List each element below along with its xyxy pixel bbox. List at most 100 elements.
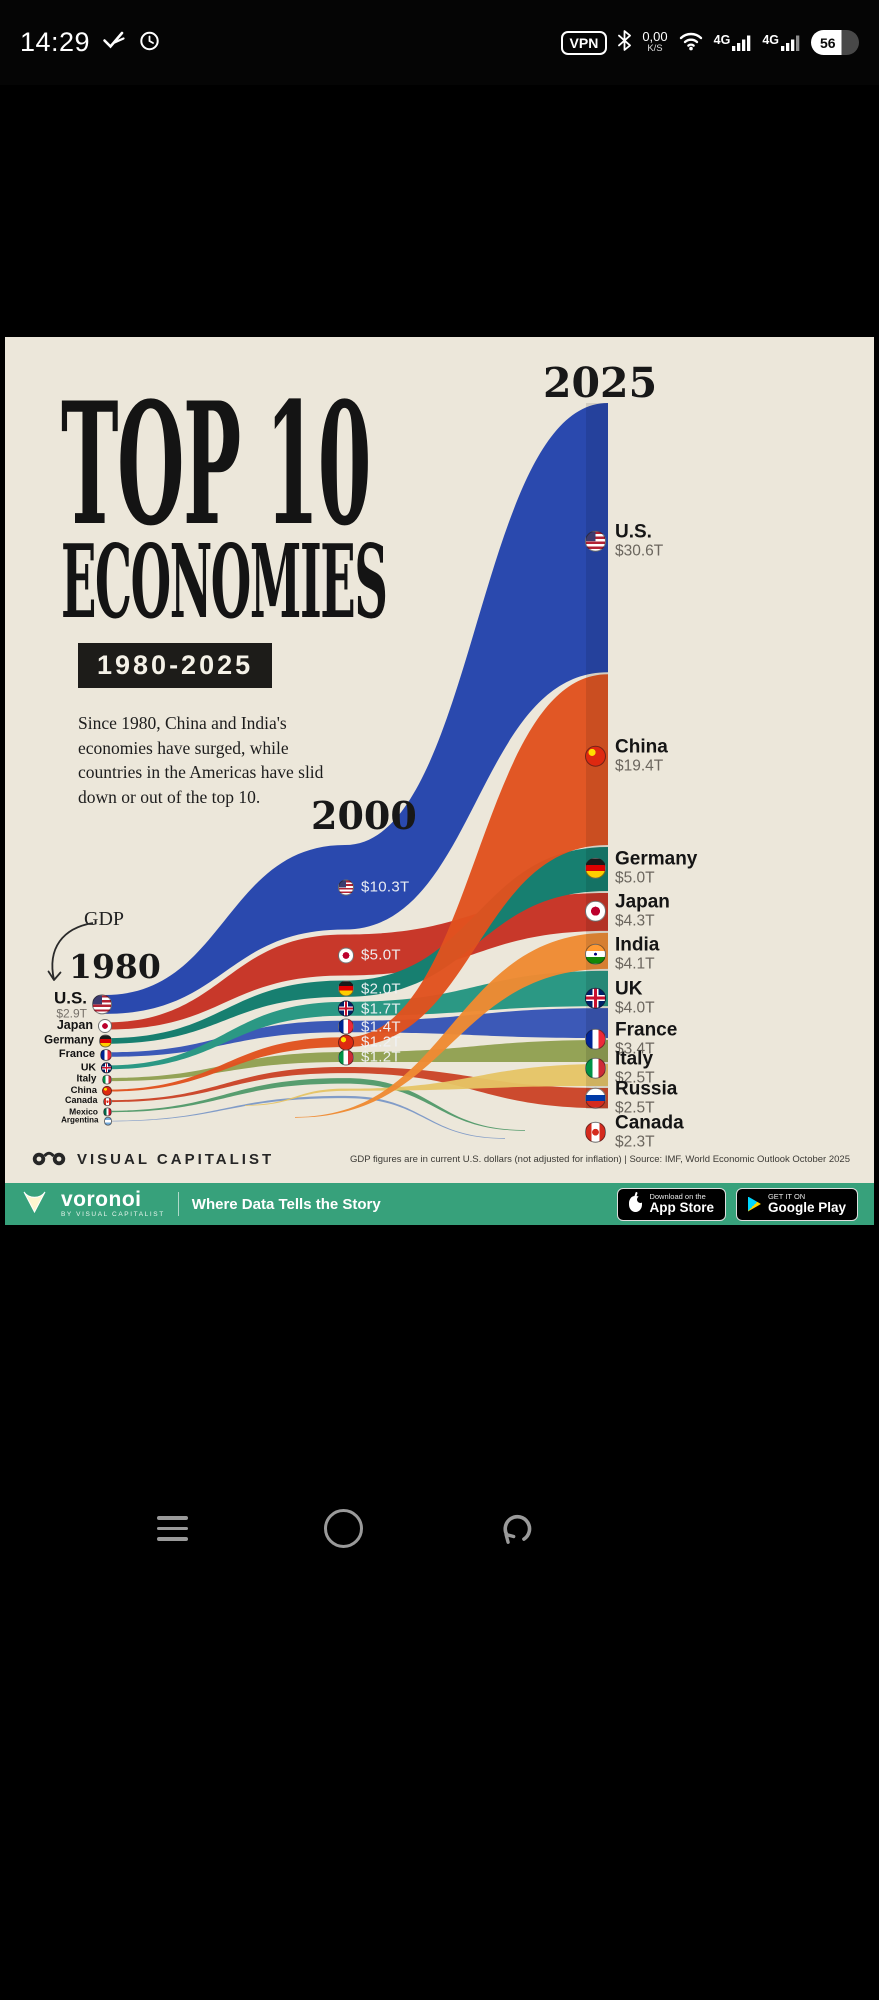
network-speed-value: 0,00 bbox=[642, 29, 668, 45]
battery-level: 56 bbox=[820, 34, 836, 51]
axis-1980-label-uk: UK bbox=[5, 1060, 112, 1074]
gdp-axis-label: GDP bbox=[84, 908, 125, 930]
google-play-badge[interactable]: GET IT ON Google Play bbox=[735, 1187, 858, 1221]
axis-year-2000: 2000 bbox=[311, 793, 417, 838]
ribbon-in bbox=[295, 932, 608, 1118]
flag-ca-icon bbox=[585, 1121, 606, 1143]
flag-in-icon bbox=[585, 943, 606, 965]
axis-2000-label-jp: $5.0T bbox=[338, 947, 401, 964]
network-speed-unit: K/S bbox=[647, 43, 663, 55]
app-store-line2: App Store bbox=[649, 1199, 714, 1215]
ribbon-mx bbox=[105, 1078, 525, 1131]
axis-2000-label-fr: $1.4T bbox=[338, 1018, 401, 1035]
ribbon-us bbox=[105, 403, 608, 1014]
ribbon-it bbox=[105, 1040, 608, 1082]
flag-fr-icon bbox=[585, 1028, 606, 1050]
gdp-value: $1.2T bbox=[361, 1033, 401, 1051]
gdp-value: $2.3T bbox=[615, 1133, 655, 1151]
flag-de-icon bbox=[585, 857, 606, 879]
country-name: Russia bbox=[615, 1078, 678, 1100]
gdp-value: $10.3T bbox=[361, 878, 410, 896]
flag-jp-icon bbox=[98, 1019, 112, 1034]
gdp-value: $30.6T bbox=[615, 542, 664, 560]
country-name: France bbox=[615, 1019, 678, 1041]
axis-1980-label-ca: Canada bbox=[5, 1095, 112, 1107]
wifi-icon bbox=[678, 30, 704, 56]
nav-home-button[interactable] bbox=[324, 1509, 363, 1548]
promo-tagline: Where Data Tells the Story bbox=[191, 1195, 381, 1213]
country-name: Canada bbox=[64, 1095, 98, 1106]
country-name: Germany bbox=[44, 1034, 94, 1047]
country-name: UK bbox=[615, 978, 643, 1000]
country-name: France bbox=[58, 1047, 95, 1060]
flag-cn-icon bbox=[585, 745, 606, 767]
axis-2025-label-ru: Russia $2.5T bbox=[585, 1079, 835, 1118]
cellular-signal-2: 4G bbox=[762, 33, 801, 51]
country-name: Japan bbox=[56, 1018, 93, 1033]
flag-it-icon bbox=[338, 1049, 354, 1065]
nav-menu-button[interactable] bbox=[157, 1516, 188, 1541]
flag-de-icon bbox=[338, 980, 354, 997]
nav-back-button[interactable] bbox=[497, 1509, 535, 1552]
axis-1980-label-cn: China bbox=[5, 1085, 112, 1096]
intro-text: Since 1980, China and India's economies … bbox=[78, 713, 324, 807]
flag-mx-icon bbox=[103, 1107, 112, 1117]
axis-year-2025: 2025 bbox=[543, 359, 658, 407]
country-name: U.S. bbox=[53, 987, 87, 1007]
gdp-value: $2.9T bbox=[56, 1006, 87, 1021]
country-name: UK bbox=[80, 1060, 96, 1073]
axis-2025-label-us: U.S. $30.6T bbox=[585, 522, 835, 561]
ribbon-cn bbox=[105, 674, 608, 1092]
period-badge: 1980-2025 bbox=[78, 643, 273, 688]
top10-economies-infographic: 2025 2000 1980 TOP 10 ECONOMIES 1980-202… bbox=[5, 337, 874, 1183]
flag-jp-icon bbox=[585, 900, 606, 922]
axis-1980-label-jp: Japan bbox=[5, 1018, 112, 1034]
voronoi-logo-icon bbox=[21, 1188, 48, 1220]
gdp-value: $2.5T bbox=[615, 1069, 655, 1087]
country-name: Argentina bbox=[61, 1116, 99, 1126]
apple-logo-icon bbox=[629, 1196, 643, 1212]
clock-time: 14:29 bbox=[20, 27, 91, 57]
gdp-value: $5.0T bbox=[361, 946, 401, 964]
app-store-badge[interactable]: Download on the App Store bbox=[617, 1187, 726, 1221]
axis-2000-label-uk: $1.7T bbox=[338, 1000, 401, 1017]
flag-us-icon bbox=[585, 530, 606, 552]
google-play-line1: GET IT ON bbox=[767, 1191, 806, 1201]
axis-1980-label-de: Germany bbox=[5, 1034, 112, 1048]
source-note: GDP figures are in current U.S. dollars … bbox=[349, 1153, 850, 1165]
gdp-value: $4.3T bbox=[615, 912, 655, 930]
ribbon-de bbox=[105, 847, 608, 1044]
gdp-value: $4.1T bbox=[615, 955, 655, 973]
status-bar: 14:29 VPN 0,00 K/S 4G 4G 56 bbox=[0, 0, 879, 85]
flag-de-icon bbox=[99, 1034, 112, 1048]
voronoi-brand-sub: BY VISUAL CAPITALIST bbox=[61, 1211, 165, 1219]
flag-fr-icon bbox=[338, 1018, 354, 1035]
visual-capitalist-logo-icon bbox=[30, 1146, 68, 1173]
google-play-line2: Google Play bbox=[767, 1199, 846, 1215]
flag-cn-icon bbox=[102, 1085, 112, 1096]
alarm-clock-icon bbox=[138, 29, 161, 57]
gdp-value: $1.2T bbox=[361, 1048, 401, 1066]
flag-ru-icon bbox=[585, 1087, 606, 1109]
flag-ar-icon bbox=[103, 1117, 112, 1126]
ribbon-ca bbox=[105, 1066, 608, 1109]
axis-2025-label-cn: China $19.4T bbox=[585, 737, 835, 776]
gdp-value: $1.4T bbox=[361, 1018, 401, 1036]
flag-it-icon bbox=[585, 1057, 606, 1079]
flag-uk-icon bbox=[585, 987, 606, 1009]
country-name: Canada bbox=[615, 1112, 684, 1134]
volte-check-icon bbox=[102, 30, 126, 55]
axis-2025-label-de: Germany $5.0T bbox=[585, 849, 835, 888]
network-type-label: 4G bbox=[762, 33, 779, 47]
country-name: Japan bbox=[615, 891, 670, 913]
flag-fr-icon bbox=[100, 1048, 112, 1061]
divider bbox=[177, 1192, 179, 1216]
gdp-value: $4.0T bbox=[615, 999, 655, 1017]
axis-2000-label-de: $2.0T bbox=[338, 980, 401, 997]
axis-2000-label-it: $1.2T bbox=[338, 1049, 401, 1066]
flag-uk-icon bbox=[101, 1062, 112, 1074]
battery-indicator: 56 bbox=[811, 30, 859, 55]
axis-2025-label-jp: Japan $4.3T bbox=[585, 892, 835, 931]
play-logo-icon bbox=[747, 1196, 761, 1212]
flag-ca-icon bbox=[102, 1096, 112, 1107]
